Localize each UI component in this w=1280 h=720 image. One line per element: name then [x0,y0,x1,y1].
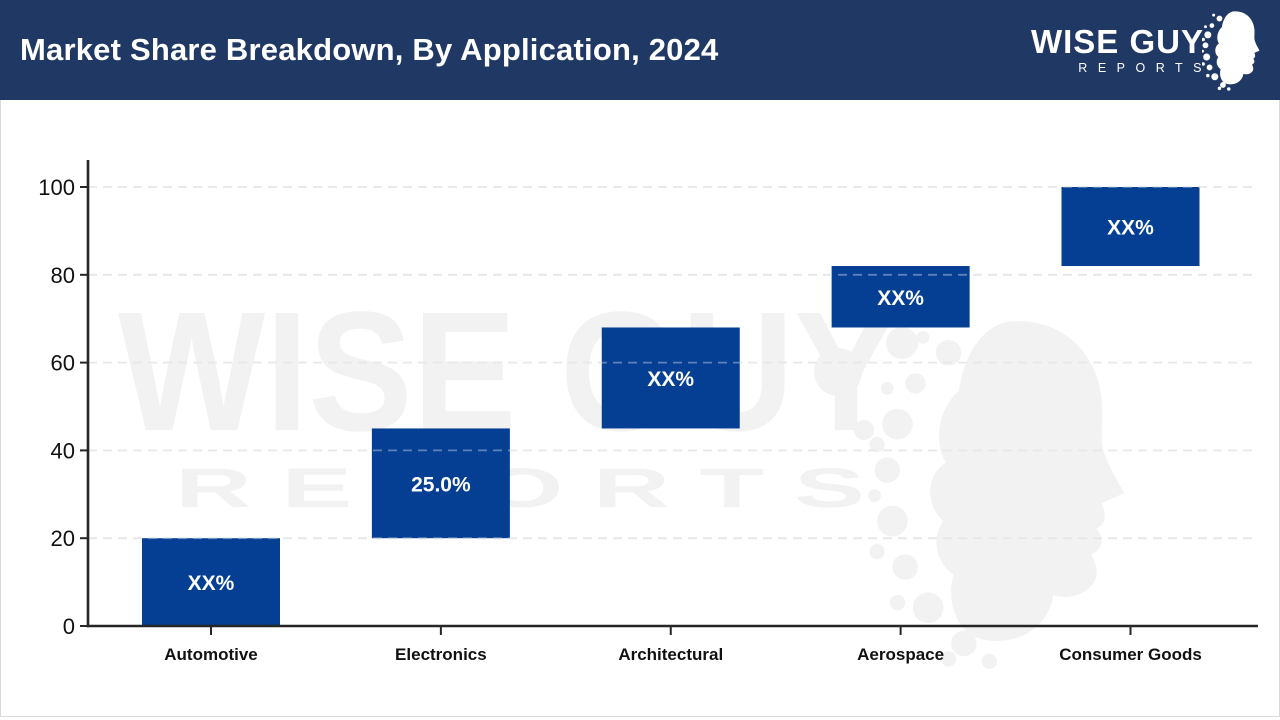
category-label-electronics: Electronics [395,645,487,664]
bar-value-label-electronics: 25.0% [411,473,471,496]
x-tick-labels: Automotive Electronics Architectural Aerosp… [164,645,1202,664]
logo-wordmark-line2: REPORTS [1078,61,1212,76]
category-label-automotive: Automotive [164,645,258,664]
y-tick-label: 100 [38,175,75,200]
bar-labels: XX% 25.0% XX% XX% XX% [188,217,1155,596]
wise-guy-logo: WISE GUY REPORTS [1031,9,1266,91]
watermark-line2: R E P O R T S [175,456,865,519]
category-label-aerospace: Aerospace [857,645,944,664]
header-bar: Market Share Breakdown, By Application, … [0,0,1280,100]
bar-aerospace [831,266,970,328]
y-tick-label: 20 [51,526,75,551]
y-tick-label: 0 [63,614,75,639]
face-profile-icon [1202,11,1260,91]
logo-wordmark: WISE GUY REPORTS [1030,22,1204,75]
bars [142,187,1200,626]
page-title: Market Share Breakdown, By Application, … [20,32,719,67]
chart-area: WISE GUY R E P O R T S 0 20 40 60 80 100 Auto… [0,100,1280,720]
watermark-face-icon [868,321,1125,669]
bar-electronics [371,428,510,539]
category-label-architectural: Architectural [618,645,723,664]
bar-value-label-aerospace: XX% [877,287,924,310]
logo-wordmark-line1: WISE GUY [1030,22,1204,60]
y-tick-labels: 0 20 40 60 80 100 [38,175,75,639]
bar-consumer-goods [1061,187,1200,267]
bar-automotive [142,538,280,626]
axes [86,160,1258,628]
axis-ticks [80,186,1132,635]
y-tick-label: 80 [51,263,75,288]
bar-value-label-consumer-goods: XX% [1107,217,1154,240]
bar-architectural [601,327,740,429]
y-tick-label: 40 [51,438,75,463]
category-label-consumer-goods: Consumer Goods [1059,645,1202,664]
y-tick-label: 60 [51,351,75,376]
bar-value-label-architectural: XX% [647,368,694,391]
bar-value-label-automotive: XX% [188,572,235,595]
